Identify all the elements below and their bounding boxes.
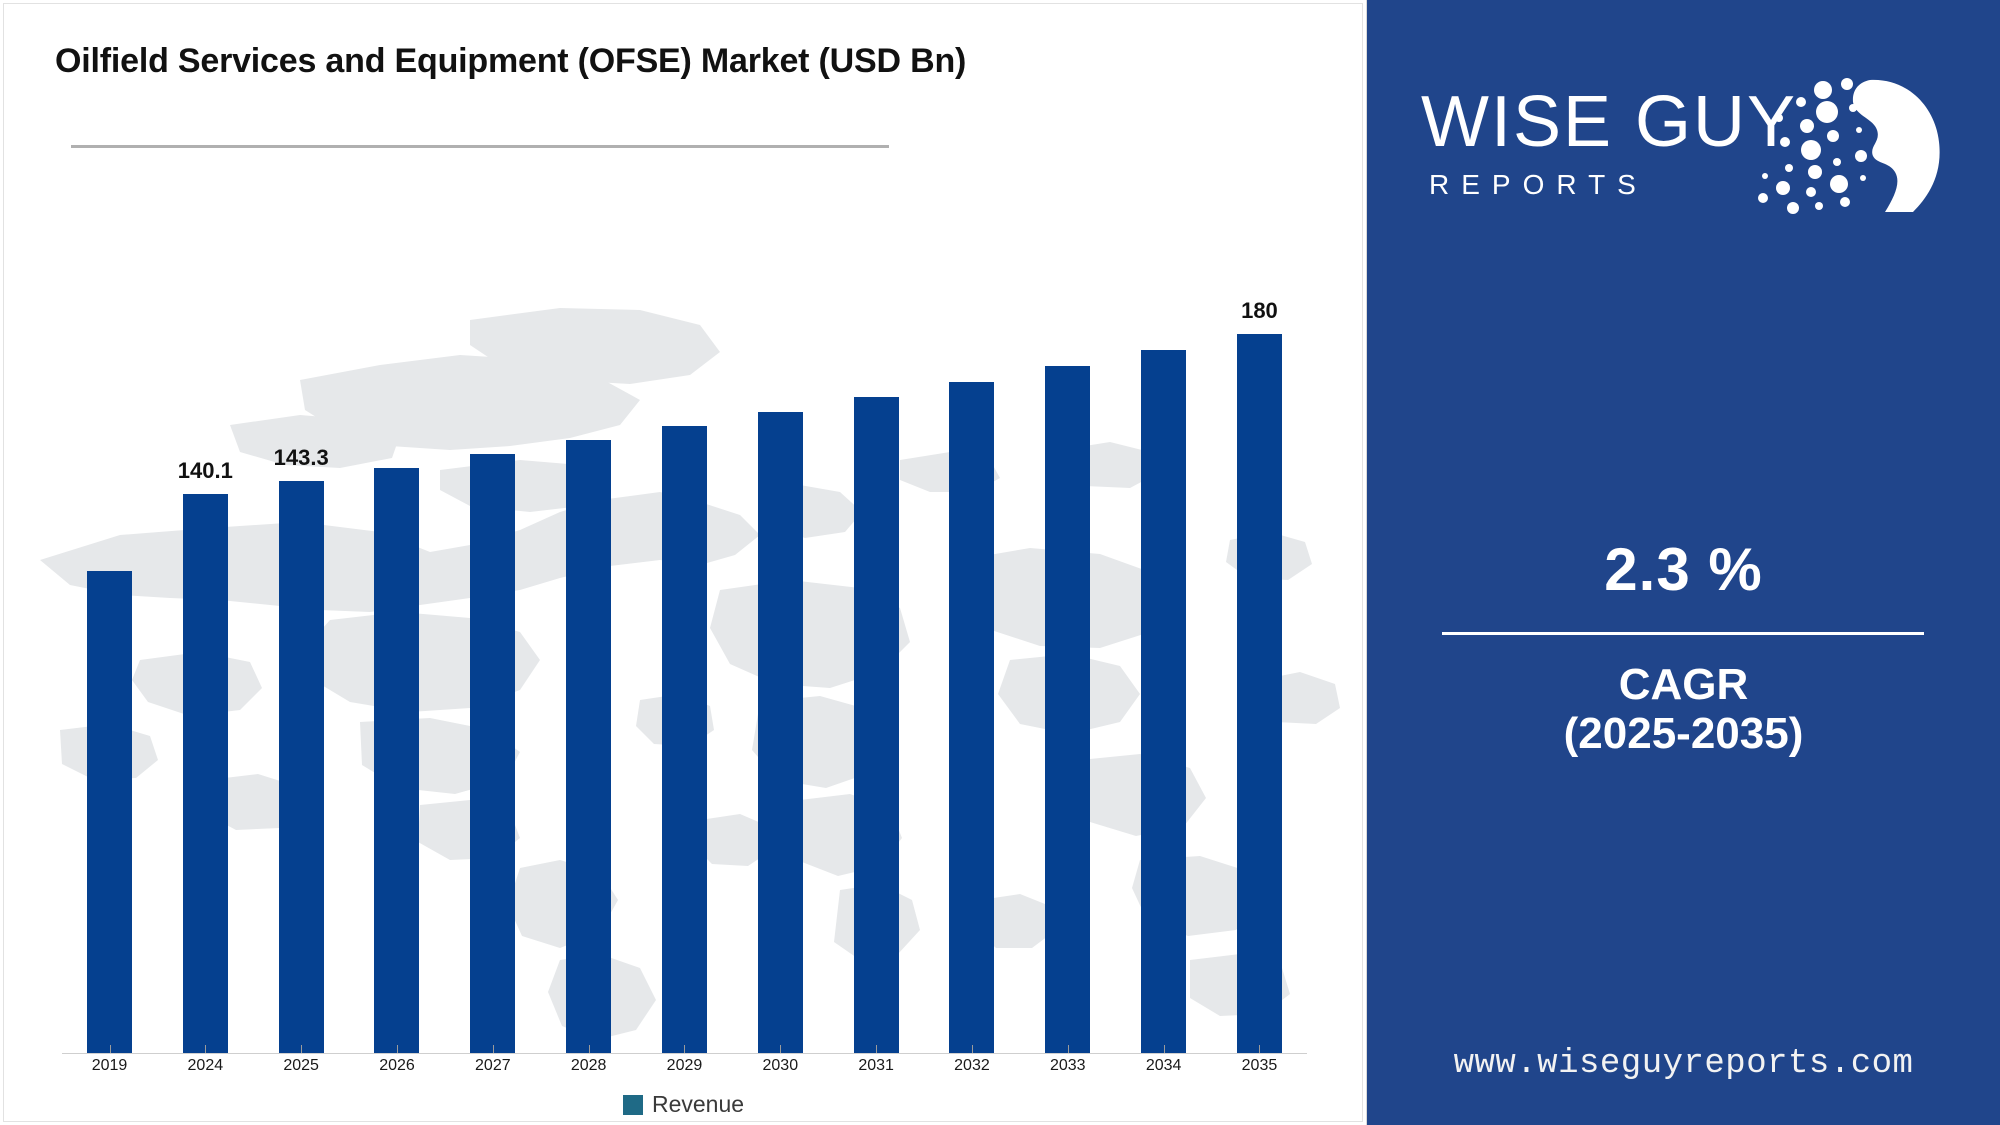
x-tick-2028: 2028 — [541, 1045, 636, 1087]
bar-slot — [924, 294, 1019, 1054]
tick-text: 2035 — [1241, 1057, 1278, 1074]
chart-title: Oilfield Services and Equipment (OFSE) M… — [55, 42, 967, 80]
bar-slot — [541, 294, 636, 1054]
bar-2025[interactable] — [278, 481, 324, 1054]
chart-legend[interactable]: Revenue — [0, 1091, 1366, 1118]
x-axis-line — [62, 1053, 1307, 1054]
bar-value-label: 180 — [1241, 298, 1278, 323]
x-tick-2024: 2024 — [158, 1045, 253, 1087]
svg-text:REPORTS: REPORTS — [1429, 169, 1648, 200]
tick-text: 2025 — [283, 1057, 319, 1074]
cagr-caption: CAGR (2025-2035) — [1367, 660, 2000, 759]
tick-mark — [780, 1045, 782, 1053]
bar-slot — [733, 294, 828, 1054]
bar-slot — [1020, 294, 1115, 1054]
bar-slot — [1116, 294, 1211, 1054]
tick-text: 2019 — [91, 1057, 128, 1074]
legend-swatch-revenue — [622, 1094, 643, 1115]
tick-mark — [1259, 1045, 1261, 1053]
bar-slot — [62, 294, 157, 1054]
bar-2019[interactable] — [87, 571, 132, 1054]
tick-mark — [205, 1045, 207, 1053]
bar-slot: 180 — [1212, 294, 1307, 1054]
x-tick-2029: 2029 — [637, 1045, 732, 1087]
plot-area: 140.1 143.3 180 2019 2024 2025 2026 2027 2028 20… — [62, 294, 1307, 1087]
bar-2032[interactable] — [949, 382, 995, 1054]
tick-mark — [109, 1045, 111, 1053]
bar-2033[interactable] — [1045, 366, 1091, 1054]
bar-slot: 140.1 — [158, 294, 253, 1054]
x-tick-2035: 2035 — [1212, 1045, 1307, 1087]
x-axis-tick-labels: 2019 2024 2025 2026 2027 2028 2029 2030 2031 2032… — [62, 1045, 1307, 1087]
bar-2024[interactable] — [182, 494, 228, 1054]
x-tick-2033: 2033 — [1020, 1045, 1115, 1087]
tick-text: 2028 — [570, 1057, 607, 1074]
tick-mark — [492, 1045, 494, 1053]
tick-mark — [588, 1045, 590, 1053]
bar-2027[interactable] — [470, 454, 516, 1054]
cagr-caption-line1: CAGR — [1618, 660, 1749, 709]
x-tick-2025: 2025 — [254, 1045, 349, 1087]
tick-mark — [1067, 1045, 1069, 1053]
tick-text: 2029 — [666, 1057, 703, 1074]
legend-label-revenue: Revenue — [651, 1091, 745, 1117]
tick-mark — [684, 1045, 686, 1053]
x-tick-2031: 2031 — [829, 1045, 924, 1087]
svg-text:WISE GUY: WISE GUY — [1421, 82, 1797, 162]
x-tick-2026: 2026 — [349, 1045, 444, 1087]
tick-text: 2032 — [954, 1057, 990, 1074]
bar-2034[interactable] — [1141, 350, 1187, 1054]
x-tick-2032: 2032 — [924, 1045, 1019, 1087]
tick-text: 2024 — [187, 1057, 224, 1074]
tick-text: 2033 — [1049, 1057, 1086, 1074]
bar-2026[interactable] — [374, 468, 420, 1054]
cagr-divider — [1442, 632, 1924, 635]
title-divider — [71, 145, 889, 148]
tick-text: 2030 — [762, 1057, 799, 1074]
chart-panel: Oilfield Services and Equipment (OFSE) M… — [0, 0, 1367, 1125]
tick-text: 2034 — [1145, 1057, 1182, 1074]
bar-2028[interactable] — [566, 440, 612, 1054]
bar-2031[interactable] — [853, 397, 899, 1054]
website-url: www.wiseguyreports.com — [1453, 1045, 1914, 1083]
bar-slot: 143.3 — [254, 294, 349, 1054]
bar-2035[interactable] — [1236, 334, 1282, 1054]
tick-text: 2031 — [858, 1057, 894, 1074]
bar-slot — [349, 294, 444, 1054]
x-tick-2030: 2030 — [733, 1045, 828, 1087]
tick-mark — [301, 1045, 303, 1053]
tick-mark — [971, 1045, 973, 1053]
wiseguyreports-logo: WISE GUY REPORTS — [1415, 72, 1955, 217]
bar-group: 140.1 143.3 180 — [62, 294, 1307, 1054]
bar-slot — [637, 294, 732, 1054]
tick-text: 2027 — [475, 1057, 511, 1074]
brand-panel: WISE GUY REPORTS — [1367, 0, 2000, 1125]
tick-mark — [396, 1045, 398, 1053]
bar-2030[interactable] — [757, 412, 803, 1054]
tick-text: 2026 — [379, 1057, 415, 1074]
tick-mark — [1163, 1045, 1165, 1053]
bar-slot — [445, 294, 540, 1054]
x-tick-2034: 2034 — [1116, 1045, 1211, 1087]
cagr-value: 2.3 % — [1604, 536, 1763, 603]
tick-mark — [876, 1045, 878, 1053]
cagr-caption-line2: (2025-2035) — [1563, 709, 1804, 759]
bar-2029[interactable] — [661, 426, 707, 1054]
bar-slot — [829, 294, 924, 1054]
bar-value-label: 143.3 — [273, 445, 329, 470]
x-tick-2027: 2027 — [445, 1045, 540, 1087]
x-tick-2019: 2019 — [62, 1045, 157, 1087]
bar-value-label: 140.1 — [177, 458, 233, 483]
